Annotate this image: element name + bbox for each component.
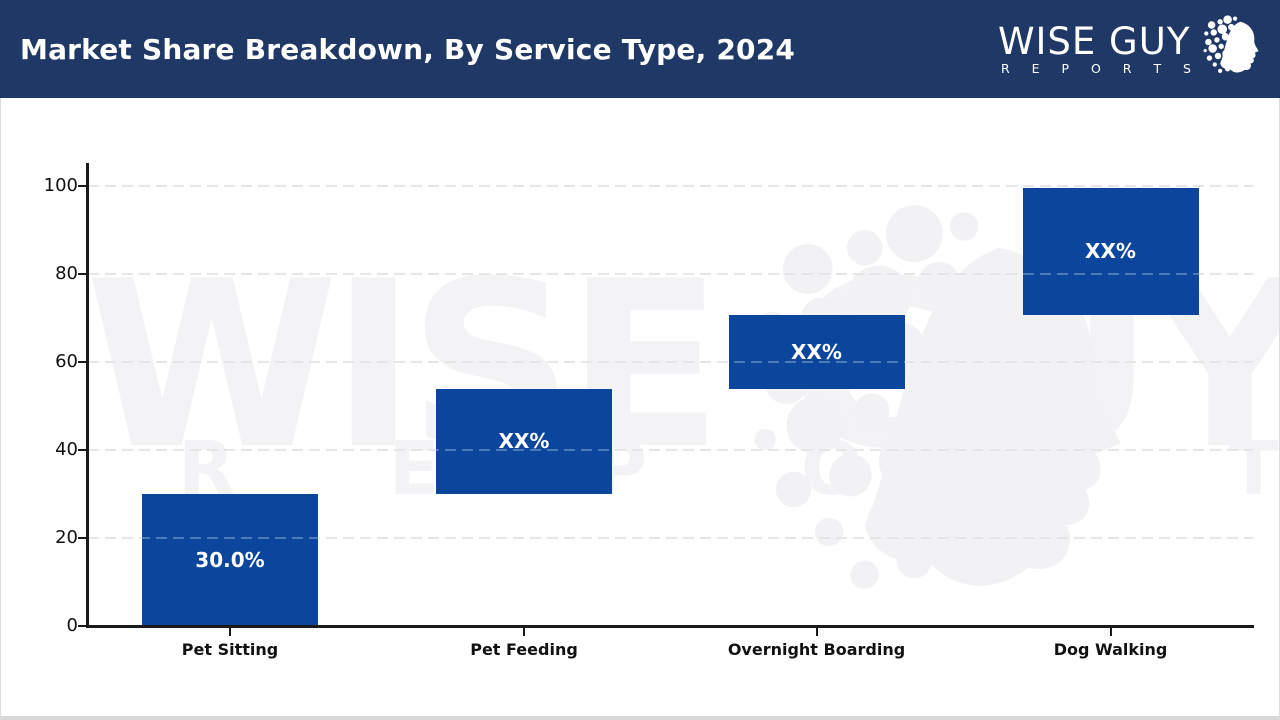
bar-value-label: XX% (1085, 239, 1136, 264)
gridline (88, 536, 1253, 539)
header-bar: Market Share Breakdown, By Service Type,… (0, 0, 1280, 98)
y-tick-mark (78, 536, 87, 539)
footer-strip (0, 716, 1280, 720)
y-tick-mark (78, 624, 87, 627)
x-category-label: Pet Sitting (181, 640, 279, 659)
y-tick-label: 80 (55, 262, 78, 284)
y-tick-label: 100 (43, 175, 78, 197)
y-tick-label: 60 (55, 350, 78, 372)
wise-guy-reports-logo: WISE GUY R E P O R T S (998, 7, 1266, 91)
gridline-overlay (88, 272, 1253, 275)
logo-face-icon (1202, 7, 1266, 91)
bar-pet-sitting (142, 493, 318, 626)
bar-dog-walking (1022, 187, 1199, 315)
y-tick-mark (78, 448, 87, 451)
gridline (88, 272, 1253, 275)
x-tick-mark (815, 628, 818, 636)
gridline-overlay (88, 185, 1253, 188)
left-border (0, 98, 1, 716)
bar-value-label: XX% (791, 339, 842, 364)
x-tick-mark (1109, 628, 1112, 636)
x-axis-line (86, 625, 1254, 628)
bar-value-label: 30.0% (195, 547, 265, 572)
y-tick-label: 0 (66, 614, 78, 636)
bar-overnight-boarding (728, 314, 905, 389)
y-tick-mark (78, 185, 87, 188)
y-axis-line (86, 163, 89, 627)
logo-wordmark: WISE GUY (997, 19, 1191, 63)
x-category-label: Dog Walking (1053, 640, 1168, 659)
bar-value-label: XX% (498, 429, 550, 454)
x-category-label: Pet Feeding (470, 640, 578, 659)
gridline-overlay (88, 448, 1253, 451)
logo-text: WISE GUY R E P O R T S (998, 23, 1200, 76)
x-tick-mark (229, 628, 231, 636)
y-tick-label: 20 (55, 526, 78, 548)
y-tick-mark (78, 360, 87, 363)
gridline-overlay (88, 360, 1253, 363)
bar-pet-feeding (436, 388, 612, 494)
gridline (88, 185, 1253, 188)
gridline (88, 448, 1253, 451)
gridline (88, 360, 1253, 363)
logo-subtitle: R E P O R T S (1000, 60, 1200, 76)
x-tick-mark (523, 628, 525, 636)
y-tick-mark (78, 272, 87, 275)
gridline-overlay (88, 536, 1253, 539)
x-category-label: Overnight Boarding (727, 640, 906, 659)
y-tick-label: 40 (55, 438, 78, 460)
page-title: Market Share Breakdown, By Service Type,… (20, 32, 796, 66)
